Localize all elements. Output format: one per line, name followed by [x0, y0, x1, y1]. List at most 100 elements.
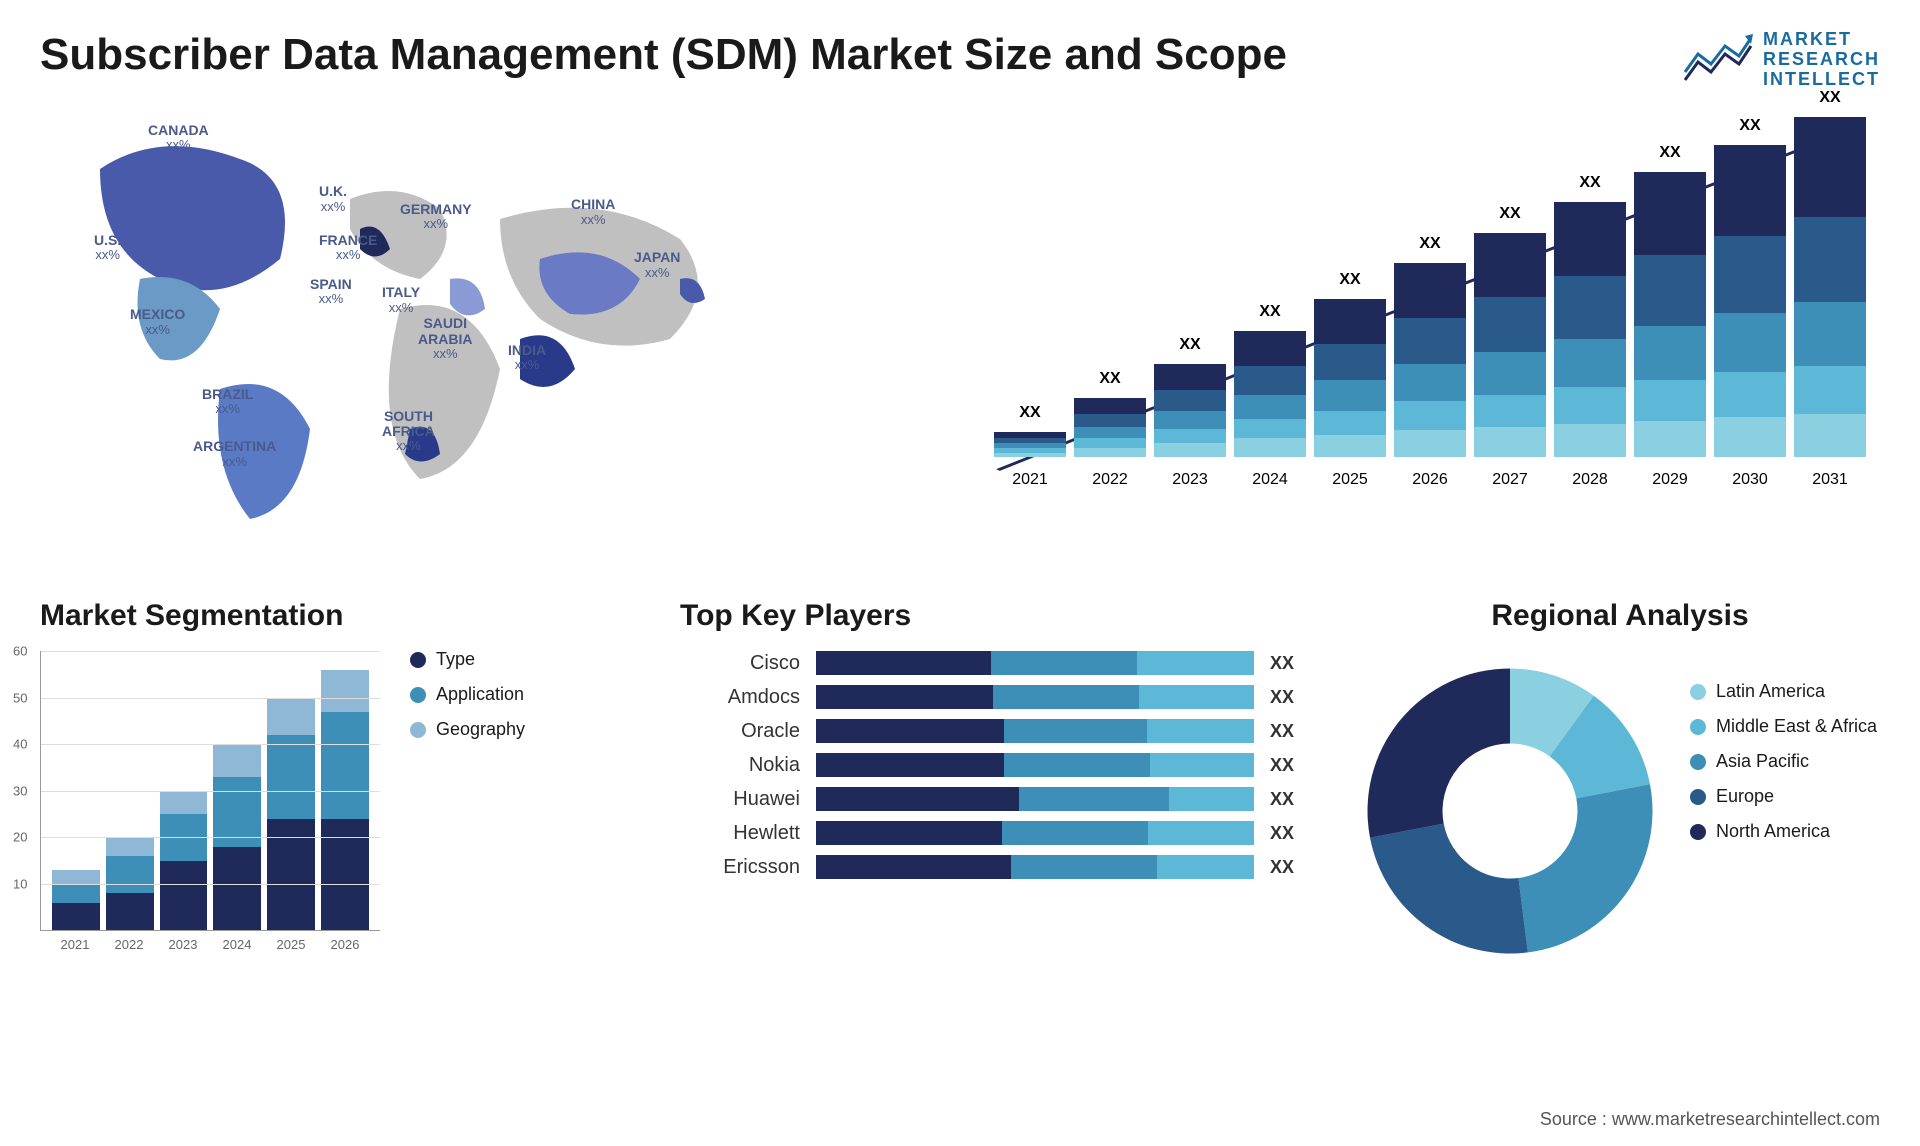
y-axis-label: 60 — [13, 644, 27, 659]
market-bar: XX2024 — [1234, 303, 1306, 490]
map-label: ITALYxx% — [382, 285, 420, 315]
market-bar: XX 2030 — [1714, 117, 1786, 490]
player-name: Oracle — [680, 720, 800, 743]
segmentation-chart: 102030405060 — [40, 651, 380, 931]
market-bar: XX 2021 — [994, 404, 1066, 490]
map-label: JAPANxx% — [634, 250, 680, 280]
legend-item: North America — [1690, 821, 1880, 842]
market-bar: XX 2029 — [1634, 144, 1706, 489]
logo-line2: RESEARCH — [1763, 50, 1880, 70]
y-axis-label: 30 — [13, 783, 27, 798]
bar-year-label: 2023 — [1172, 471, 1208, 489]
bar-value-label: XX — [1259, 303, 1280, 321]
bar-year-label: 2021 — [1012, 471, 1048, 489]
logo-line3: INTELLECT — [1763, 70, 1880, 90]
player-bar — [816, 651, 1254, 675]
player-name: Huawei — [680, 788, 800, 811]
map-label: GERMANYxx% — [400, 202, 472, 232]
map-label: U.K.xx% — [319, 184, 347, 214]
page-title: Subscriber Data Management (SDM) Market … — [40, 30, 1287, 80]
bar-value-label: XX — [1099, 370, 1120, 388]
world-map: CANADAxx% U.S.xx% MEXICOxx% BRAZILxx% ARGENT… — [40, 109, 940, 549]
logo: MARKET RESEARCH INTELLECT — [1683, 30, 1880, 89]
player-row: HuaweiXX — [680, 787, 1320, 811]
segmentation-bar — [160, 791, 208, 931]
y-axis-label: 40 — [13, 737, 27, 752]
market-size-chart: XX2021XX2022XX2023XX2024XX2025XX2026XX20… — [980, 109, 1880, 549]
bar-value-label: XX — [1499, 205, 1520, 223]
legend-item: Latin America — [1690, 681, 1880, 702]
bar-value-label: XX — [1659, 144, 1680, 162]
map-label: SOUTHAFRICAxx% — [382, 409, 435, 454]
bar-year-label: 2028 — [1572, 471, 1608, 489]
bar-year-label: 2026 — [1412, 471, 1448, 489]
donut-slice — [1518, 785, 1652, 953]
legend-item: Application — [410, 684, 640, 705]
bar-value-label: XX — [1739, 117, 1760, 135]
bar-year-label: 2027 — [1492, 471, 1528, 489]
x-axis-label: 2026 — [318, 937, 372, 952]
bar-year-label: 2022 — [1092, 471, 1128, 489]
segmentation-title: Market Segmentation — [40, 599, 380, 633]
player-bar — [816, 787, 1254, 811]
y-axis-label: 10 — [13, 876, 27, 891]
bar-value-label: XX — [1819, 89, 1840, 107]
y-axis-label: 50 — [13, 690, 27, 705]
player-bar — [816, 719, 1254, 743]
player-value: XX — [1270, 823, 1320, 844]
player-row: Nokia XX — [680, 753, 1320, 777]
legend-item: Europe — [1690, 786, 1880, 807]
player-bar — [816, 685, 1254, 709]
market-bar: XX2028 — [1554, 174, 1626, 489]
segmentation-bar — [321, 670, 369, 930]
x-axis-label: 2024 — [210, 937, 264, 952]
market-bar: XX 2031 — [1794, 89, 1866, 489]
legend-item: Middle East & Africa — [1690, 716, 1880, 737]
map-label: SAUDIARABIAxx% — [418, 316, 472, 361]
bar-value-label: XX — [1019, 404, 1040, 422]
player-bar — [816, 855, 1254, 879]
regional-donut-chart — [1360, 661, 1660, 966]
x-axis-label: 2022 — [102, 937, 156, 952]
player-name: Cisco — [680, 652, 800, 675]
player-row: OracleXX — [680, 719, 1320, 743]
segmentation-bar — [52, 870, 100, 930]
logo-line1: MARKET — [1763, 30, 1880, 50]
regional-legend: Latin AmericaMiddle East & AfricaAsia Pa… — [1690, 681, 1880, 856]
legend-item: Type — [410, 649, 640, 670]
bar-year-label: 2029 — [1652, 471, 1688, 489]
bar-year-label: 2025 — [1332, 471, 1368, 489]
player-name: Ericsson — [680, 856, 800, 879]
logo-icon — [1683, 32, 1753, 87]
segmentation-bar — [267, 698, 315, 931]
donut-slice — [1368, 669, 1511, 838]
x-axis-label: 2025 — [264, 937, 318, 952]
legend-item: Geography — [410, 719, 640, 740]
source-text: Source : www.marketresearchintellect.com — [1540, 1109, 1880, 1130]
market-bar: XX 2025 — [1314, 271, 1386, 490]
player-name: Nokia — [680, 754, 800, 777]
bar-year-label: 2031 — [1812, 471, 1848, 489]
map-label: U.S.xx% — [94, 233, 121, 263]
map-label: CANADAxx% — [148, 123, 209, 153]
market-bar: XX 2026 — [1394, 235, 1466, 489]
market-bar: XX2023 — [1154, 336, 1226, 489]
y-axis-label: 20 — [13, 830, 27, 845]
bar-year-label: 2030 — [1732, 471, 1768, 489]
bar-value-label: XX — [1339, 271, 1360, 289]
player-row: AmdocsXX — [680, 685, 1320, 709]
player-row: CiscoXX — [680, 651, 1320, 675]
bar-value-label: XX — [1419, 235, 1440, 253]
x-axis-label: 2021 — [48, 937, 102, 952]
map-label: ARGENTINAxx% — [193, 439, 276, 469]
map-label: MEXICOxx% — [130, 307, 185, 337]
x-axis-label: 2023 — [156, 937, 210, 952]
map-label: SPAINxx% — [310, 277, 352, 307]
map-label: CHINAxx% — [571, 197, 615, 227]
player-bar — [816, 753, 1254, 777]
regional-title: Regional Analysis — [1360, 599, 1880, 633]
market-bar: XX 2022 — [1074, 370, 1146, 489]
player-value: XX — [1270, 755, 1320, 776]
map-label: BRAZILxx% — [202, 387, 253, 417]
player-row: HewlettXX — [680, 821, 1320, 845]
